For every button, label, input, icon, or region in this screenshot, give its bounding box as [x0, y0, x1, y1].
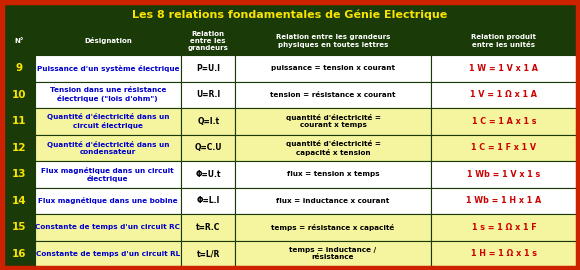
Text: 1 C = 1 F x 1 V: 1 C = 1 F x 1 V	[472, 143, 536, 152]
Bar	[235, 187, 430, 214]
Text: P=U.I: P=U.I	[196, 64, 220, 73]
Bar	[35, 161, 181, 187]
Bar	[235, 241, 430, 267]
Bar	[235, 108, 430, 134]
Text: Constante de temps d'un circuit RC: Constante de temps d'un circuit RC	[35, 224, 180, 230]
Text: temps = inductance /
résistance: temps = inductance / résistance	[289, 247, 376, 260]
Bar	[430, 241, 577, 267]
Bar	[35, 82, 181, 108]
Text: 1 H = 1 Ω x 1 s: 1 H = 1 Ω x 1 s	[471, 249, 537, 258]
Text: 12: 12	[12, 143, 26, 153]
Text: 14: 14	[12, 196, 26, 206]
Text: Tension dans une résistance
électrique ("lois d'ohm"): Tension dans une résistance électrique (…	[49, 87, 166, 102]
Bar	[35, 241, 181, 267]
Text: 9: 9	[15, 63, 23, 73]
Text: 11: 11	[12, 116, 26, 126]
Text: t=R.C: t=R.C	[196, 223, 220, 232]
Bar	[3, 108, 35, 134]
Bar	[235, 134, 430, 161]
Bar	[430, 214, 577, 241]
Text: Q=I.t: Q=I.t	[197, 117, 219, 126]
Text: Flux magnétique dans une bobine: Flux magnétique dans une bobine	[38, 197, 177, 204]
Bar	[430, 55, 577, 82]
Text: Constante de temps d'un circuit RL: Constante de temps d'un circuit RL	[36, 251, 180, 257]
Bar	[235, 82, 430, 108]
Text: puissance = tension x courant: puissance = tension x courant	[271, 65, 395, 71]
Text: Φ=L.I: Φ=L.I	[197, 196, 220, 205]
Text: 1 V = 1 Ω x 1 A: 1 V = 1 Ω x 1 A	[470, 90, 537, 99]
Text: flux = tension x temps: flux = tension x temps	[287, 171, 379, 177]
Bar	[430, 108, 577, 134]
Text: Quantité d'électricité dans un
condensateur: Quantité d'électricité dans un condensat…	[46, 141, 169, 155]
Text: Flux magnétique dans un circuit
électrique: Flux magnétique dans un circuit électriq…	[41, 167, 174, 182]
Bar	[35, 214, 181, 241]
Text: Désignation: Désignation	[84, 38, 132, 45]
Text: 1 Wb = 1 H x 1 A: 1 Wb = 1 H x 1 A	[466, 196, 542, 205]
Bar	[181, 161, 235, 187]
Bar	[35, 187, 181, 214]
Bar	[235, 55, 430, 82]
Text: quantité d'électricité =
courant x temps: quantité d'électricité = courant x temps	[285, 114, 380, 128]
Bar	[235, 214, 430, 241]
Text: 1 C = 1 A x 1 s: 1 C = 1 A x 1 s	[472, 117, 536, 126]
Text: flux = inductance x courant: flux = inductance x courant	[277, 198, 390, 204]
Bar	[430, 187, 577, 214]
Text: tension = résistance x courant: tension = résistance x courant	[270, 92, 396, 98]
Text: Relation
entre les
grandeurs: Relation entre les grandeurs	[188, 31, 229, 51]
Bar	[35, 108, 181, 134]
Text: 10: 10	[12, 90, 26, 100]
Bar	[3, 214, 35, 241]
Bar	[35, 55, 181, 82]
Bar	[35, 27, 181, 55]
Bar	[3, 55, 35, 82]
Text: U=R.I: U=R.I	[196, 90, 220, 99]
Text: t=L/R: t=L/R	[197, 249, 220, 258]
Text: Les 8 relations fondamentales de Génie Electrique: Les 8 relations fondamentales de Génie E…	[132, 10, 448, 20]
Text: Quantité d'électricité dans un
circuit électrique: Quantité d'électricité dans un circuit é…	[46, 113, 169, 129]
Bar	[3, 187, 35, 214]
Bar	[3, 134, 35, 161]
Bar	[181, 27, 235, 55]
Text: N°: N°	[14, 38, 23, 44]
Bar	[3, 241, 35, 267]
Text: Q=C.U: Q=C.U	[194, 143, 222, 152]
Bar	[3, 3, 577, 27]
Bar	[235, 161, 430, 187]
Bar	[430, 27, 577, 55]
Text: Puissance d'un système électrique: Puissance d'un système électrique	[37, 65, 179, 72]
Bar	[181, 108, 235, 134]
Text: Φ=U.t: Φ=U.t	[195, 170, 221, 179]
Bar	[3, 27, 35, 55]
Text: 1 W = 1 V x 1 A: 1 W = 1 V x 1 A	[469, 64, 538, 73]
Bar	[430, 134, 577, 161]
Text: 15: 15	[12, 222, 26, 232]
Bar	[35, 134, 181, 161]
Bar	[430, 161, 577, 187]
Text: 1 s = 1 Ω x 1 F: 1 s = 1 Ω x 1 F	[472, 223, 536, 232]
Bar	[181, 241, 235, 267]
Bar	[181, 187, 235, 214]
Text: 16: 16	[12, 249, 26, 259]
Bar	[235, 27, 430, 55]
Text: quantité d'électricité =
capacité x tension: quantité d'électricité = capacité x tens…	[285, 140, 380, 156]
Bar	[430, 82, 577, 108]
Bar	[181, 82, 235, 108]
Text: 13: 13	[12, 169, 26, 179]
Text: Relation produit
entre les unités: Relation produit entre les unités	[472, 34, 536, 48]
Bar	[3, 161, 35, 187]
Bar	[181, 134, 235, 161]
Bar	[181, 214, 235, 241]
Text: temps = résistance x capacité: temps = résistance x capacité	[271, 224, 394, 231]
Text: 1 Wb = 1 V x 1 s: 1 Wb = 1 V x 1 s	[467, 170, 541, 179]
Bar	[181, 55, 235, 82]
Text: Relation entre les grandeurs
physiques en toutes lettres: Relation entre les grandeurs physiques e…	[276, 34, 390, 48]
Bar	[3, 82, 35, 108]
